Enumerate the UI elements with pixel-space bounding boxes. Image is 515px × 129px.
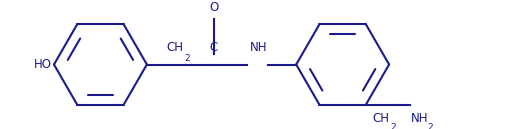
Text: C: C xyxy=(210,41,218,54)
Text: 2: 2 xyxy=(390,123,396,129)
Text: 2: 2 xyxy=(427,123,433,129)
Text: HO: HO xyxy=(33,58,52,71)
Text: 2: 2 xyxy=(184,54,190,63)
Text: NH: NH xyxy=(411,112,428,126)
Text: CH: CH xyxy=(167,41,184,54)
Text: O: O xyxy=(209,1,218,14)
Text: NH: NH xyxy=(250,41,267,54)
Text: CH: CH xyxy=(373,112,390,126)
